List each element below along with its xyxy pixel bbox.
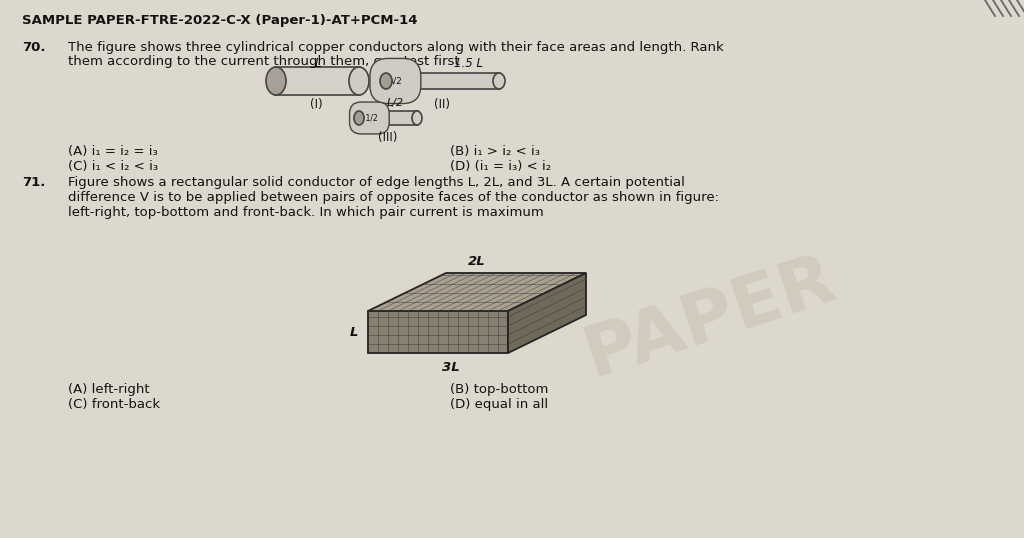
Text: 70.: 70.: [22, 41, 45, 54]
Ellipse shape: [266, 67, 286, 95]
Text: difference V is to be applied between pairs of opposite faces of the conductor a: difference V is to be applied between pa…: [68, 191, 719, 204]
Polygon shape: [368, 311, 508, 353]
Polygon shape: [368, 311, 508, 353]
Bar: [358, 111, 418, 125]
Ellipse shape: [412, 111, 422, 125]
Text: (C) i₁ < i₂ < i₃: (C) i₁ < i₂ < i₃: [68, 160, 158, 173]
Text: (A) i₁ = i₂ = i₃: (A) i₁ = i₂ = i₃: [68, 145, 158, 158]
Bar: [275, 67, 360, 95]
Text: Figure shows a rectangular solid conductor of edge lengths L, 2L, and 3L. A cert: Figure shows a rectangular solid conduct…: [68, 176, 685, 189]
Text: left-right, top-bottom and front-back. In which pair current is maximum: left-right, top-bottom and front-back. I…: [68, 206, 544, 219]
Text: (A) left-right: (A) left-right: [68, 383, 150, 396]
Text: 2L: 2L: [468, 255, 485, 268]
Text: (B) top-bottom: (B) top-bottom: [450, 383, 549, 396]
Ellipse shape: [493, 73, 505, 89]
Text: (D) (i₁ = i₃) < i₂: (D) (i₁ = i₃) < i₂: [450, 160, 551, 173]
Text: (I): (I): [309, 98, 323, 111]
Text: A/2: A/2: [388, 76, 402, 86]
Text: 1.5 L: 1.5 L: [454, 57, 482, 70]
Ellipse shape: [380, 73, 392, 89]
Text: L/2: L/2: [386, 98, 403, 108]
Ellipse shape: [349, 67, 369, 95]
Text: L: L: [349, 325, 358, 338]
Text: them according to the current through them, greatest first: them according to the current through th…: [68, 55, 460, 68]
Text: (C) front-back: (C) front-back: [68, 398, 160, 411]
Text: (II): (II): [434, 98, 450, 111]
Text: (III): (III): [378, 131, 397, 144]
Polygon shape: [508, 273, 586, 353]
Polygon shape: [368, 273, 586, 311]
Text: (B) i₁ > i₂ < i₃: (B) i₁ > i₂ < i₃: [450, 145, 540, 158]
Text: 3L: 3L: [442, 361, 460, 374]
Text: (D) equal in all: (D) equal in all: [450, 398, 548, 411]
Text: L: L: [314, 57, 322, 70]
Ellipse shape: [354, 111, 364, 125]
Text: The figure shows three cylindrical copper conductors along with their face areas: The figure shows three cylindrical coppe…: [68, 41, 724, 54]
Text: SAMPLE PAPER-FTRE-2022-C-X (Paper-1)-AT+PCM-14: SAMPLE PAPER-FTRE-2022-C-X (Paper-1)-AT+…: [22, 14, 418, 27]
Text: 71.: 71.: [22, 176, 45, 189]
Text: l·1/2: l·1/2: [361, 114, 378, 123]
Bar: [385, 73, 500, 89]
Text: PAPER: PAPER: [575, 245, 845, 391]
